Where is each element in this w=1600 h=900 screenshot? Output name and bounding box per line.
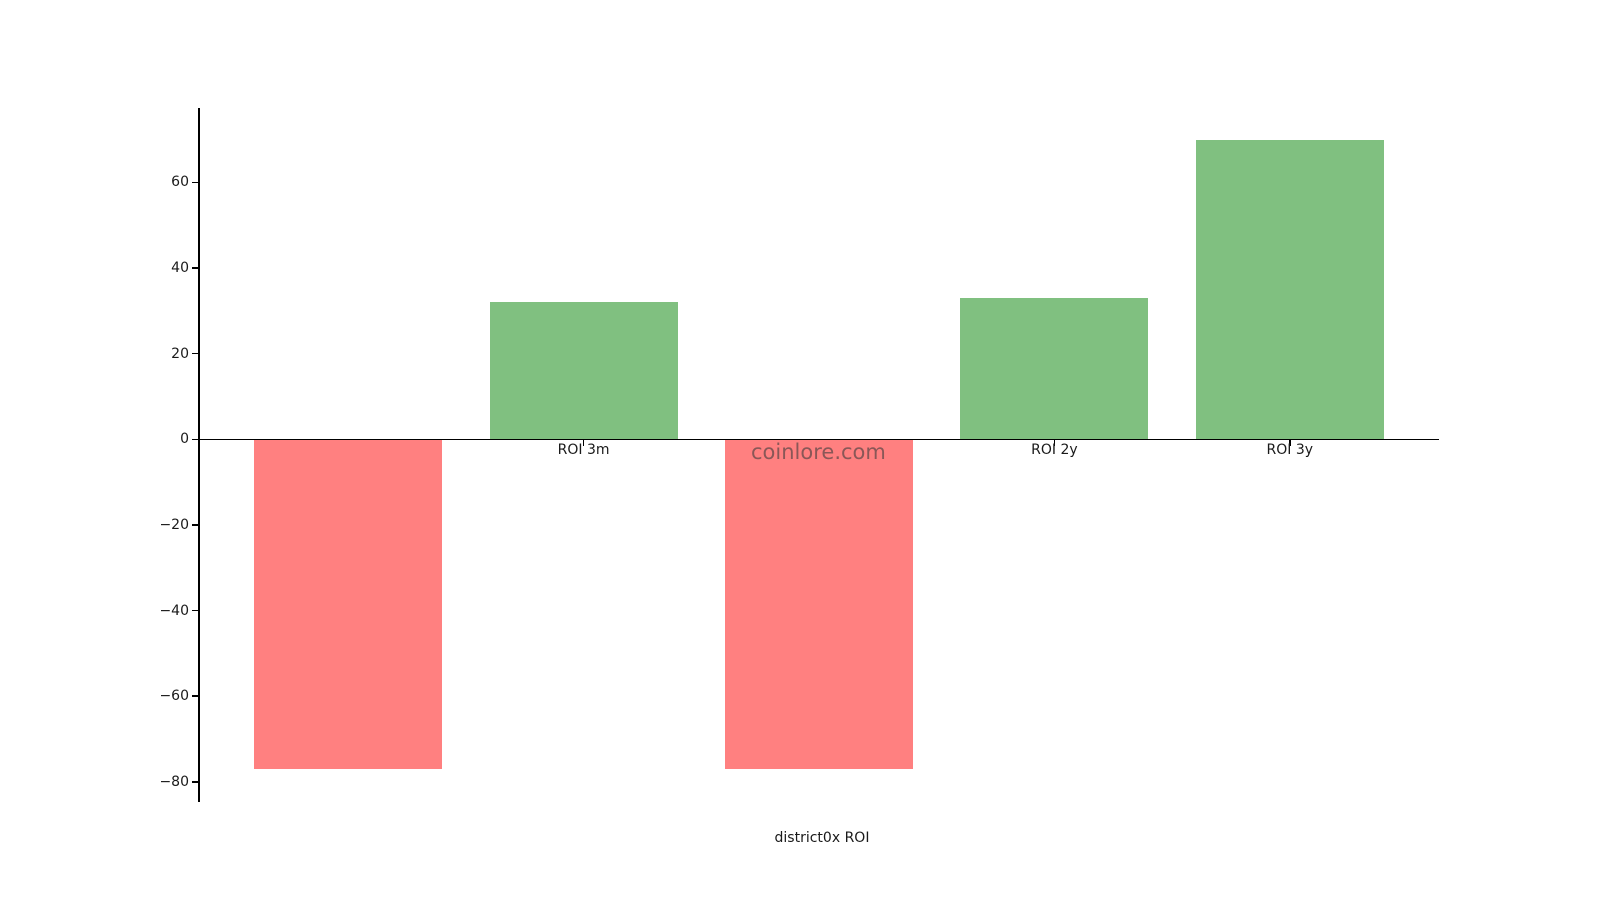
positive-roi-bar [960, 298, 1149, 440]
watermark-text: coinlore.com [751, 440, 886, 464]
x-tick-mark [582, 439, 585, 447]
y-tick-mark [192, 524, 199, 526]
x-axis-zero-line [198, 438, 1440, 441]
y-tick-mark [192, 267, 199, 269]
y-tick-mark [192, 695, 199, 697]
y-tick-label: −40 [159, 602, 189, 619]
y-tick-mark [192, 609, 199, 612]
positive-roi-bar [1195, 139, 1384, 440]
positive-roi-bar [489, 302, 678, 440]
y-axis-spine [198, 107, 200, 802]
y-tick-label: 0 [180, 431, 189, 448]
negative-roi-bar [725, 439, 913, 769]
y-tick-label: 40 [171, 260, 189, 277]
y-tick-label: −20 [159, 516, 189, 533]
y-tick-mark [192, 781, 199, 783]
y-tick-mark [192, 438, 199, 441]
negative-roi-bar [254, 439, 443, 769]
y-tick-label: −80 [159, 773, 189, 790]
x-tick-label: ROI 3m [557, 441, 610, 458]
x-tick-label: ROI 2y [1031, 441, 1078, 458]
chart-title: district0x ROI [774, 830, 870, 846]
x-tick-mark [1289, 439, 1291, 447]
y-tick-mark [192, 181, 199, 184]
y-tick-label: 60 [171, 174, 189, 191]
x-tick-label: ROI 3y [1266, 441, 1314, 458]
x-tick-mark [1053, 439, 1056, 447]
y-tick-label: −60 [159, 688, 189, 705]
y-tick-label: 20 [171, 345, 189, 362]
y-tick-mark [192, 352, 199, 355]
